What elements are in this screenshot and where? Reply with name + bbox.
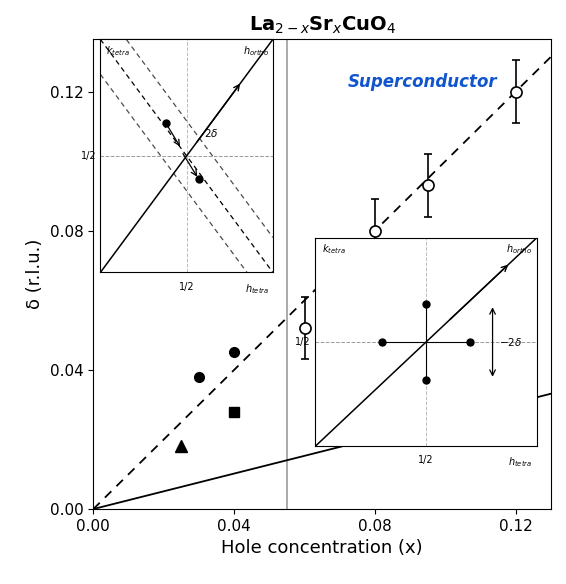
Text: $k_{tetra}$: $k_{tetra}$ — [106, 44, 129, 58]
Text: Superconductor: Superconductor — [348, 72, 498, 91]
Text: $h_{tetra}$: $h_{tetra}$ — [245, 281, 269, 296]
Y-axis label: δ (r.l.u.): δ (r.l.u.) — [27, 239, 44, 310]
Text: $h_{ortho}$: $h_{ortho}$ — [243, 44, 269, 58]
Text: 1/2: 1/2 — [295, 337, 311, 347]
Text: $k_{tetra}$: $k_{tetra}$ — [322, 242, 345, 256]
Text: 1/2: 1/2 — [82, 151, 97, 161]
Text: $h_{ortho}$: $h_{ortho}$ — [507, 242, 533, 256]
Title: La$_{2-x}$Sr$_x$CuO$_4$: La$_{2-x}$Sr$_x$CuO$_4$ — [248, 15, 396, 36]
Text: 2$\delta$: 2$\delta$ — [204, 127, 218, 138]
Text: Insulator: Insulator — [152, 72, 236, 91]
Text: $-2\delta$: $-2\delta$ — [499, 336, 522, 348]
Text: 1/2: 1/2 — [418, 455, 434, 465]
Text: 1/2: 1/2 — [179, 281, 195, 292]
Text: $h_{tetra}$: $h_{tetra}$ — [508, 455, 533, 468]
X-axis label: Hole concentration (x): Hole concentration (x) — [221, 539, 423, 557]
